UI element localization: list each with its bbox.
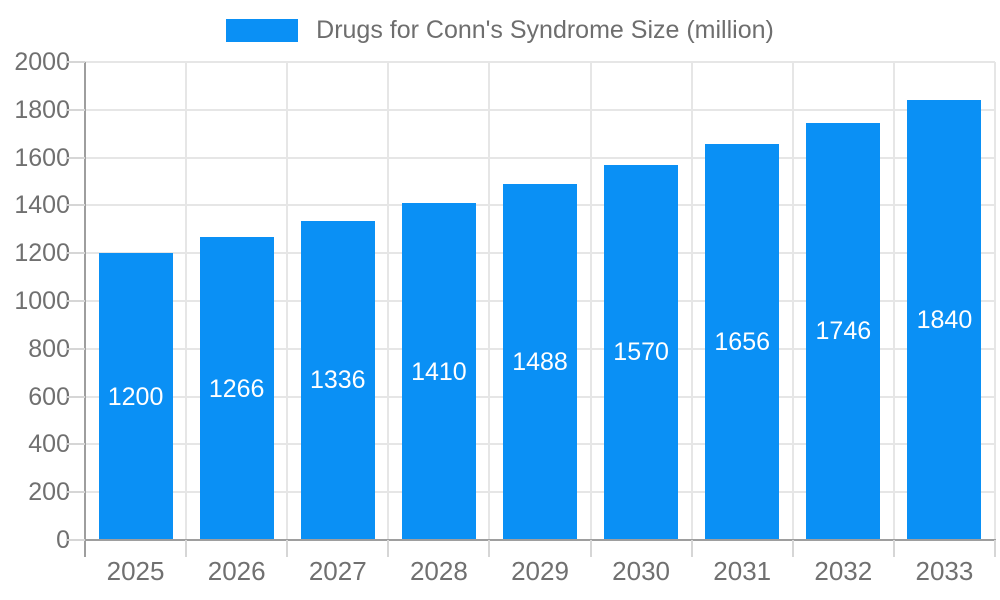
- legend: Drugs for Conn's Syndrome Size (million): [0, 16, 1000, 44]
- bar[interactable]: 1746: [806, 122, 881, 540]
- y-axis-tick-mark: [66, 252, 85, 255]
- bar-value-label: 1656: [714, 328, 771, 357]
- y-axis-tick-label: 1000: [14, 287, 70, 315]
- bar-value-label: 1266: [208, 374, 265, 403]
- x-axis-tick-mark: [387, 540, 390, 557]
- plot-area: 1200 1266 1336 1410 1488 1570 1656 1746 1840: [85, 61, 996, 540]
- x-axis-tick-label: 2031: [713, 556, 772, 586]
- legend-label: Drugs for Conn's Syndrome Size (million): [316, 16, 774, 44]
- legend-swatch[interactable]: [226, 18, 299, 42]
- x-axis-tick-label: 2027: [308, 556, 367, 586]
- y-axis-tick-label: 1600: [14, 143, 70, 172]
- x-axis-tick-mark: [791, 540, 794, 557]
- bar[interactable]: 1410: [401, 203, 476, 540]
- bar-value-label: 1336: [309, 366, 366, 395]
- bar[interactable]: 1488: [503, 184, 577, 540]
- y-axis-line: [84, 62, 86, 557]
- x-axis-tick-mark: [994, 540, 996, 557]
- gridline-vertical: [892, 62, 895, 540]
- gridline-vertical: [690, 62, 693, 540]
- bar[interactable]: 1200: [98, 253, 173, 540]
- y-axis-tick-mark: [66, 539, 85, 541]
- x-axis-tick-mark: [488, 540, 491, 557]
- y-axis-tick-mark: [66, 443, 85, 446]
- bar[interactable]: 1570: [604, 164, 679, 540]
- x-axis-tick-label: 2029: [511, 556, 569, 586]
- x-axis-tick-label: 2028: [409, 556, 468, 586]
- y-axis-tick-label: 800: [28, 334, 70, 363]
- y-axis-tick-label: 1800: [14, 95, 70, 124]
- gridline-vertical: [589, 62, 592, 540]
- x-axis-tick-mark: [185, 540, 188, 557]
- x-axis-tick-mark: [690, 540, 693, 557]
- x-axis-line: [84, 539, 996, 541]
- x-axis-tick-mark: [892, 540, 895, 557]
- gridline-horizontal: [85, 108, 995, 111]
- bar[interactable]: 1656: [705, 144, 780, 540]
- y-axis-tick-label: 1400: [14, 191, 70, 220]
- bar[interactable]: 1336: [300, 220, 375, 540]
- x-axis-tick-mark: [286, 540, 289, 557]
- y-axis-tick-label: 600: [28, 382, 70, 411]
- gridline-horizontal: [85, 156, 995, 159]
- x-axis-tick-label: 2026: [207, 556, 266, 586]
- bar-value-label: 1570: [613, 338, 669, 367]
- bar[interactable]: 1266: [199, 237, 274, 540]
- y-axis-tick-mark: [66, 61, 85, 63]
- y-axis-tick-label: 2000: [14, 48, 70, 76]
- y-axis-tick-mark: [66, 108, 85, 111]
- gridline-vertical: [185, 62, 188, 540]
- y-axis-tick-label: 400: [28, 430, 70, 459]
- bar-value-label: 1200: [107, 382, 164, 411]
- gridline-vertical: [387, 62, 390, 540]
- gridline-horizontal: [85, 61, 995, 63]
- bar-value-label: 1840: [916, 306, 973, 335]
- y-axis-tick-mark: [66, 491, 85, 494]
- gridline-vertical: [994, 62, 996, 540]
- gridline-vertical: [488, 62, 491, 540]
- x-axis-tick-label: 2030: [612, 556, 671, 586]
- bar[interactable]: 1840: [907, 100, 982, 540]
- y-axis-tick-mark: [66, 156, 85, 159]
- x-axis-tick-label: 2033: [915, 556, 974, 586]
- y-axis-tick-mark: [66, 347, 85, 350]
- y-axis-tick-label: 200: [28, 478, 70, 507]
- y-axis-tick-mark: [66, 300, 85, 302]
- x-axis-tick-mark: [589, 540, 592, 557]
- y-axis-tick-label: 1200: [14, 239, 70, 268]
- bar-value-label: 1488: [512, 348, 568, 377]
- y-axis-tick-mark: [66, 395, 85, 398]
- x-axis-tick-label: 2025: [106, 556, 165, 586]
- y-axis-tick-mark: [66, 204, 85, 207]
- bar-value-label: 1746: [815, 317, 872, 346]
- bar-value-label: 1410: [411, 357, 467, 386]
- gridline-vertical: [791, 62, 794, 540]
- x-axis-tick-label: 2032: [814, 556, 873, 586]
- gridline-vertical: [286, 62, 289, 540]
- y-axis-tick-label: 0: [56, 526, 70, 554]
